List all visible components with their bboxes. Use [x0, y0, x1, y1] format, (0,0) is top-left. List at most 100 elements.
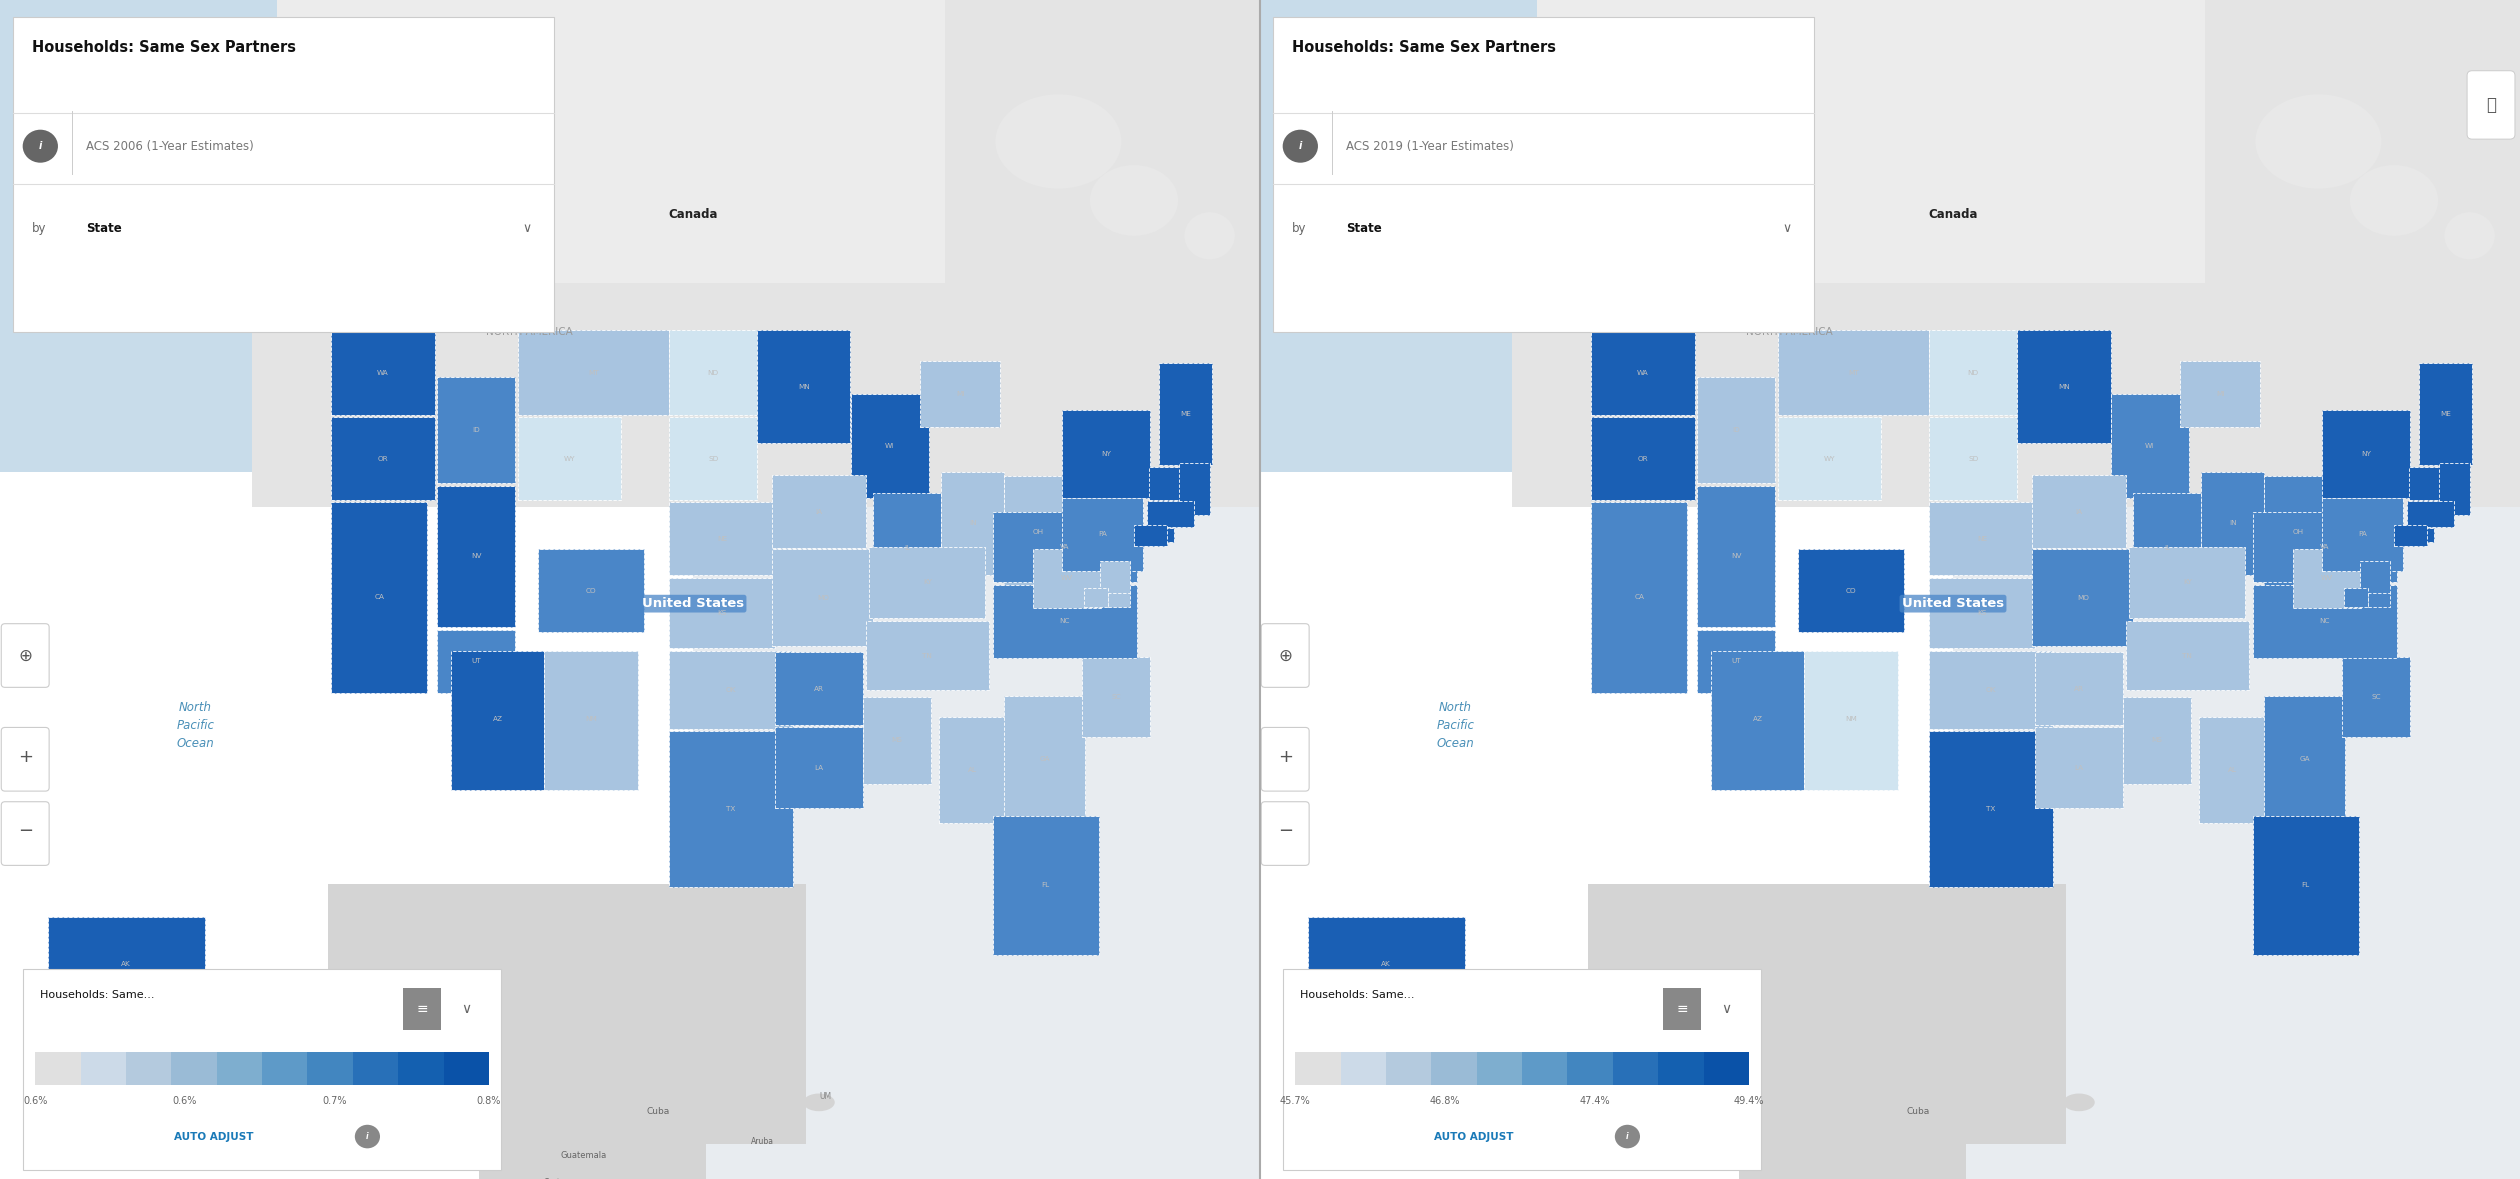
- FancyBboxPatch shape: [2122, 697, 2192, 784]
- FancyBboxPatch shape: [333, 417, 436, 500]
- FancyBboxPatch shape: [1109, 593, 1129, 607]
- Bar: [252, 0, 1260, 507]
- Text: NM: NM: [1845, 716, 1857, 723]
- FancyBboxPatch shape: [519, 417, 620, 500]
- FancyBboxPatch shape: [670, 417, 756, 500]
- FancyBboxPatch shape: [2253, 585, 2397, 658]
- Text: TN: TN: [922, 652, 932, 659]
- FancyBboxPatch shape: [1084, 588, 1109, 607]
- Text: i: i: [1625, 1132, 1628, 1141]
- Circle shape: [1479, 1033, 1499, 1052]
- Text: by: by: [30, 222, 45, 236]
- Text: ID: ID: [1731, 427, 1741, 434]
- FancyBboxPatch shape: [1930, 651, 2051, 729]
- Text: North
Pacific
Ocean: North Pacific Ocean: [1436, 700, 1474, 750]
- FancyBboxPatch shape: [1711, 651, 1804, 790]
- FancyBboxPatch shape: [776, 652, 862, 725]
- Text: AK: AK: [121, 961, 131, 968]
- Text: VA: VA: [2321, 544, 2328, 551]
- FancyBboxPatch shape: [519, 330, 668, 415]
- FancyBboxPatch shape: [1260, 624, 1310, 687]
- FancyBboxPatch shape: [2031, 549, 2132, 646]
- FancyBboxPatch shape: [539, 549, 645, 632]
- FancyBboxPatch shape: [993, 816, 1099, 955]
- Text: 0.6%: 0.6%: [174, 1096, 197, 1106]
- FancyBboxPatch shape: [2265, 476, 2334, 587]
- FancyBboxPatch shape: [438, 486, 514, 627]
- FancyBboxPatch shape: [48, 917, 207, 1012]
- Bar: [1588, 884, 2066, 1144]
- Text: KY: KY: [2182, 579, 2192, 586]
- FancyBboxPatch shape: [1593, 417, 1693, 500]
- Text: AR: AR: [814, 685, 824, 692]
- FancyBboxPatch shape: [333, 502, 428, 693]
- FancyBboxPatch shape: [2253, 816, 2359, 955]
- FancyBboxPatch shape: [1084, 657, 1149, 737]
- Text: WY: WY: [1824, 455, 1835, 462]
- Text: NORTH AMERICA: NORTH AMERICA: [1746, 328, 1832, 337]
- Text: MI: MI: [955, 390, 965, 397]
- Text: Households: Same...: Households: Same...: [1300, 990, 1414, 1000]
- Text: TX: TX: [726, 805, 736, 812]
- Circle shape: [166, 1036, 186, 1055]
- Text: Mexico: Mexico: [1719, 1009, 1759, 1019]
- Text: ND: ND: [1968, 369, 1978, 376]
- FancyBboxPatch shape: [2344, 657, 2409, 737]
- Text: ∨: ∨: [461, 1002, 471, 1016]
- Text: FL: FL: [1041, 882, 1051, 889]
- FancyBboxPatch shape: [2036, 727, 2122, 808]
- Text: Aruba: Aruba: [751, 1137, 774, 1146]
- Circle shape: [1426, 1036, 1446, 1055]
- Text: MS: MS: [892, 737, 902, 744]
- FancyBboxPatch shape: [2265, 696, 2344, 823]
- Text: KS: KS: [718, 610, 726, 617]
- Text: 45.7%: 45.7%: [1280, 1096, 1310, 1106]
- FancyBboxPatch shape: [1273, 17, 1814, 332]
- Bar: [1512, 0, 2520, 507]
- FancyBboxPatch shape: [1147, 501, 1194, 527]
- FancyBboxPatch shape: [1779, 417, 1880, 500]
- Text: AUTO ADJUST: AUTO ADJUST: [1434, 1132, 1515, 1141]
- Text: WY: WY: [564, 455, 575, 462]
- FancyBboxPatch shape: [993, 512, 1137, 582]
- Bar: [1260, 377, 1953, 1179]
- FancyBboxPatch shape: [1159, 363, 1212, 465]
- Text: Canada: Canada: [668, 208, 718, 222]
- Text: OK: OK: [726, 686, 736, 693]
- Bar: [81, 1052, 126, 1085]
- Text: 49.4%: 49.4%: [1734, 1096, 1764, 1106]
- Bar: [1663, 988, 1701, 1030]
- Ellipse shape: [610, 1098, 736, 1131]
- Text: SC: SC: [1111, 693, 1121, 700]
- FancyBboxPatch shape: [2129, 547, 2245, 618]
- Text: MT: MT: [587, 369, 600, 376]
- Text: MO: MO: [2076, 594, 2089, 601]
- FancyBboxPatch shape: [2180, 361, 2260, 427]
- FancyBboxPatch shape: [2132, 493, 2202, 604]
- Text: IN: IN: [968, 520, 978, 527]
- Text: United States: United States: [1903, 597, 2003, 611]
- Text: NE: NE: [1976, 535, 1988, 542]
- Text: i: i: [365, 1132, 368, 1141]
- FancyBboxPatch shape: [942, 472, 1003, 575]
- Ellipse shape: [2349, 165, 2437, 236]
- FancyBboxPatch shape: [867, 621, 988, 690]
- Text: Households: Same Sex Partners: Households: Same Sex Partners: [30, 40, 295, 55]
- FancyBboxPatch shape: [1003, 476, 1074, 587]
- FancyBboxPatch shape: [1930, 578, 2036, 648]
- Circle shape: [136, 1042, 156, 1061]
- FancyBboxPatch shape: [438, 630, 514, 693]
- Text: UT: UT: [1731, 658, 1741, 665]
- FancyBboxPatch shape: [771, 475, 867, 548]
- FancyBboxPatch shape: [2197, 717, 2268, 823]
- Circle shape: [194, 1033, 214, 1052]
- FancyBboxPatch shape: [1930, 330, 2016, 415]
- FancyBboxPatch shape: [333, 330, 436, 415]
- Text: VA: VA: [1061, 544, 1068, 551]
- Text: NC: NC: [2318, 618, 2331, 625]
- FancyBboxPatch shape: [0, 727, 50, 791]
- Text: UT: UT: [471, 658, 481, 665]
- Circle shape: [1615, 1125, 1641, 1148]
- Text: IL: IL: [905, 545, 910, 552]
- Text: CO: CO: [1845, 587, 1857, 594]
